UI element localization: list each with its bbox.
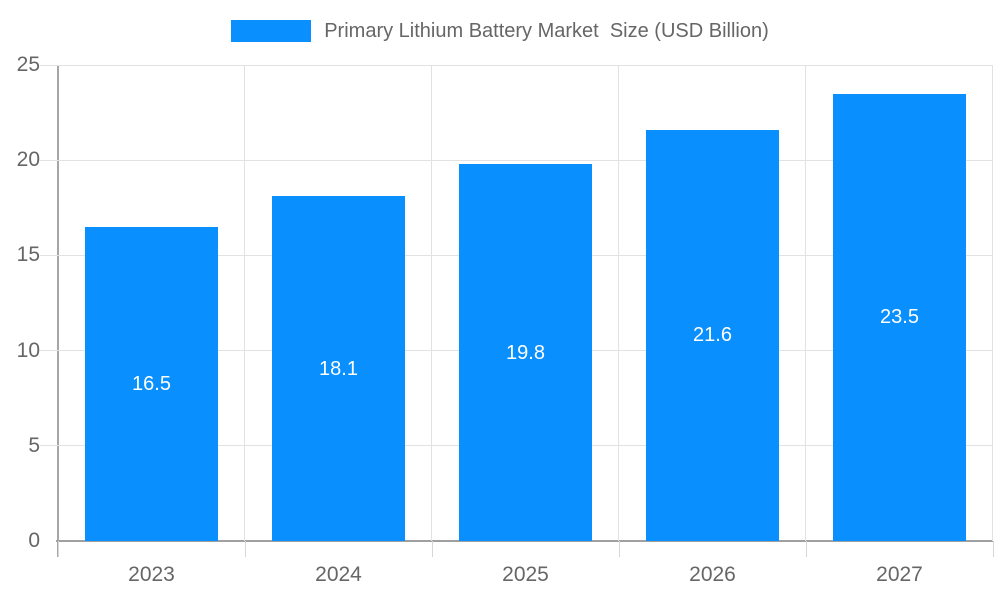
- x-axis-tick: [57, 541, 59, 557]
- y-axis-line: [57, 65, 59, 557]
- bar-2027: 23.5: [832, 93, 967, 541]
- x-axis-tick-label: 2024: [315, 563, 362, 586]
- x-axis-tick-label: 2023: [128, 563, 175, 586]
- x-axis-tick: [244, 541, 246, 557]
- bar-value-label: 21.6: [693, 324, 732, 347]
- plot-area: 0 5 10 15 20 25 16.5 2023 18.1 2024 19.8 2025 21.6 20…: [17, 53, 994, 586]
- x-axis-tick: [992, 541, 994, 557]
- x-gridline: [805, 65, 806, 541]
- x-gridline: [618, 65, 619, 541]
- x-gridline: [244, 65, 245, 541]
- bar-2025: 19.8: [458, 164, 593, 541]
- bar-2023: 16.5: [84, 226, 219, 541]
- y-axis-tick-label: 5: [28, 433, 40, 457]
- y-axis-tick-label: 15: [16, 243, 40, 267]
- x-axis-line: [56, 540, 993, 542]
- x-axis-tick: [805, 541, 807, 557]
- bar-value-label: 18.1: [319, 357, 358, 380]
- chart-title: Primary Lithium Battery Market Size (USD…: [324, 20, 769, 42]
- bar-2024: 18.1: [271, 196, 406, 541]
- x-axis-tick-label: 2026: [689, 563, 736, 586]
- legend-swatch: [231, 20, 312, 42]
- y-axis-tick-label: 25: [16, 53, 40, 76]
- x-axis-tick: [618, 541, 620, 557]
- chart-legend: Primary Lithium Battery Market Size (USD…: [0, 14, 1000, 48]
- bar-2026: 21.6: [645, 129, 780, 541]
- x-axis-tick: [431, 541, 433, 557]
- x-gridline: [992, 65, 993, 541]
- y-gridline: [40, 64, 993, 66]
- x-axis-tick-label: 2027: [876, 563, 923, 586]
- bar-value-label: 23.5: [880, 306, 919, 329]
- x-gridline: [431, 65, 432, 541]
- bar-value-label: 19.8: [506, 341, 545, 364]
- y-axis-tick-label: 20: [16, 148, 40, 172]
- y-axis-tick-label: 0: [28, 529, 40, 552]
- bar-value-label: 16.5: [132, 372, 171, 395]
- y-gridline: [40, 159, 993, 161]
- y-axis-tick-label: 10: [16, 338, 40, 362]
- x-axis-tick-label: 2025: [502, 563, 549, 586]
